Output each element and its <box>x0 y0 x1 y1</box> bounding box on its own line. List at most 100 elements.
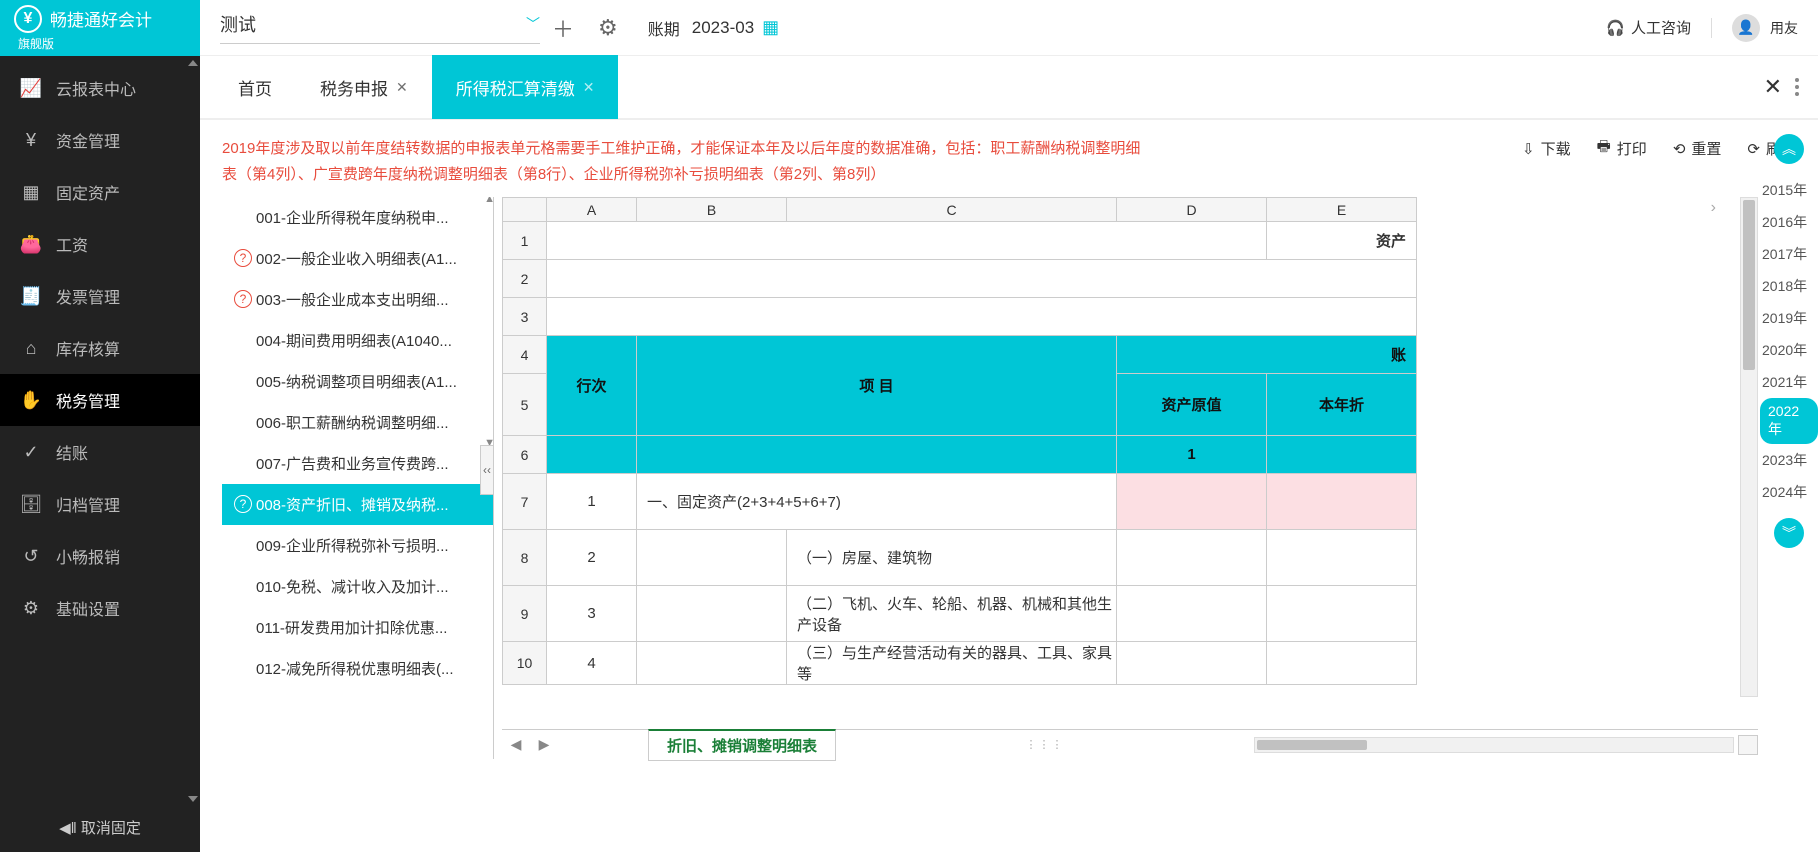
nav-item-stock[interactable]: ⌂库存核算 <box>0 322 200 374</box>
col-head[interactable]: E <box>1267 198 1417 222</box>
row-head[interactable]: 1 <box>503 222 547 260</box>
report-item[interactable]: 002-一般企业收入明细表(A1... <box>222 238 493 279</box>
add-button[interactable]: ＋ <box>552 12 574 44</box>
year-item[interactable]: 2024年 <box>1760 476 1818 508</box>
row-head[interactable]: 7 <box>503 474 547 530</box>
tab[interactable]: 税务申报✕ <box>296 55 432 119</box>
year-item[interactable]: 2021年 <box>1760 366 1818 398</box>
year-item[interactable]: 2023年 <box>1760 444 1818 476</box>
report-item[interactable]: 011-研发费用加计扣除优惠... <box>222 607 493 648</box>
report-item[interactable]: 004-期间费用明细表(A1040... <box>222 320 493 361</box>
cell[interactable] <box>1117 530 1267 586</box>
cell[interactable] <box>1267 530 1417 586</box>
invoice-icon: 🧾 <box>20 285 42 307</box>
org-selector[interactable]: 测试 ﹀ <box>220 11 540 44</box>
calendar-icon[interactable]: ▦ <box>762 17 779 38</box>
tab-close-icon[interactable]: ✕ <box>583 79 595 96</box>
expand-sheet-button[interactable]: › <box>1711 199 1716 217</box>
year-down-button[interactable]: ︾ <box>1774 518 1804 548</box>
row-head[interactable]: 10 <box>503 642 547 685</box>
nav-item-coin[interactable]: ¥资金管理 <box>0 114 200 166</box>
settings-button[interactable]: ⚙ <box>598 15 618 41</box>
tab-close-icon[interactable]: ✕ <box>396 79 408 96</box>
nav-item-tax[interactable]: ✋税务管理 <box>0 374 200 426</box>
row-head[interactable]: 8 <box>503 530 547 586</box>
year-item[interactable]: 2019年 <box>1760 302 1818 334</box>
sidebar-scroll-up[interactable] <box>188 60 198 66</box>
year-item[interactable]: 2017年 <box>1760 238 1818 270</box>
cell-item[interactable]: （一）房屋、建筑物 <box>787 530 1117 586</box>
nav-label: 小畅报销 <box>56 544 120 568</box>
col-head[interactable]: B <box>637 198 787 222</box>
col-head[interactable]: A <box>547 198 637 222</box>
more-tabs-icon[interactable] <box>1790 78 1804 96</box>
row-head[interactable]: 3 <box>503 298 547 336</box>
cell[interactable] <box>637 642 787 685</box>
user-menu[interactable]: 👤 用友 <box>1732 14 1798 42</box>
cell[interactable] <box>1117 474 1267 530</box>
download-button[interactable]: ⇩下载 <box>1522 138 1571 159</box>
row-head[interactable]: 6 <box>503 436 547 474</box>
collapse-panel-button[interactable]: ‹‹ <box>480 445 494 495</box>
nav-item-archive[interactable]: 🗄归档管理 <box>0 478 200 530</box>
cell[interactable] <box>637 530 787 586</box>
report-item[interactable]: 006-职工薪酬纳税调整明细... <box>222 402 493 443</box>
sheet-next[interactable]: ▶ <box>530 736 558 753</box>
cell-item[interactable]: （二）飞机、火车、轮船、机器、机械和其他生产设备 <box>787 586 1117 642</box>
col-head[interactable]: D <box>1117 198 1267 222</box>
report-item[interactable]: 007-广告费和业务宣传费跨... <box>222 443 493 484</box>
cell-line[interactable]: 3 <box>547 586 637 642</box>
settings-icon: ⚙ <box>20 597 42 619</box>
report-item[interactable]: 001-企业所得税年度纳税申... <box>222 197 493 238</box>
close-all-tabs[interactable]: ✕ <box>1764 74 1782 100</box>
report-item[interactable]: 010-免税、减计收入及加计... <box>222 566 493 607</box>
row-head[interactable]: 4 <box>503 336 547 374</box>
reset-button[interactable]: ⟲重置 <box>1673 138 1722 159</box>
cell-line[interactable]: 1 <box>547 474 637 530</box>
tab[interactable]: 所得税汇算清缴✕ <box>432 55 619 119</box>
year-item[interactable]: 2020年 <box>1760 334 1818 366</box>
cell[interactable] <box>1117 642 1267 685</box>
cell[interactable] <box>1267 642 1417 685</box>
report-item[interactable]: 012-减免所得税优惠明细表(... <box>222 648 493 689</box>
cell[interactable] <box>1117 586 1267 642</box>
year-item[interactable]: 2015年 <box>1760 174 1818 206</box>
nav-item-close[interactable]: ✓结账 <box>0 426 200 478</box>
report-item[interactable]: 005-纳税调整项目明细表(A1... <box>222 361 493 402</box>
cell-line[interactable]: 4 <box>547 642 637 685</box>
print-button[interactable]: 🖶打印 <box>1597 136 1647 161</box>
nav-item-invoice[interactable]: 🧾发票管理 <box>0 270 200 322</box>
year-up-button[interactable]: ︽ <box>1774 134 1804 164</box>
report-item[interactable]: 009-企业所得税弥补亏损明... <box>222 525 493 566</box>
sheet-tab[interactable]: 折旧、摊销调整明细表 <box>648 729 836 761</box>
year-item[interactable]: 2022年 <box>1760 398 1818 444</box>
unfix-button[interactable]: ◀‖ 取消固定 <box>0 817 200 838</box>
year-item[interactable]: 2016年 <box>1760 206 1818 238</box>
report-item[interactable]: 003-一般企业成本支出明细... <box>222 279 493 320</box>
year-item[interactable]: 2018年 <box>1760 270 1818 302</box>
col-head[interactable]: C <box>787 198 1117 222</box>
vertical-scrollbar[interactable] <box>1740 197 1758 697</box>
consult-button[interactable]: 🎧 人工咨询 <box>1606 17 1691 38</box>
report-item[interactable]: 008-资产折旧、摊销及纳税... <box>222 484 493 525</box>
row-head[interactable]: 2 <box>503 260 547 298</box>
cell-line[interactable]: 2 <box>547 530 637 586</box>
avatar-icon: 👤 <box>1732 14 1760 42</box>
nav-item-wage[interactable]: 👛工资 <box>0 218 200 270</box>
sheet-prev[interactable]: ◀ <box>502 736 530 753</box>
sidebar-scroll-down[interactable] <box>188 796 198 802</box>
drag-handle-icon[interactable]: ⋮⋮⋮ <box>1026 738 1065 751</box>
nav-item-settings[interactable]: ⚙基础设置 <box>0 582 200 634</box>
cell-item[interactable]: （三）与生产经营活动有关的器具、工具、家具等 <box>787 642 1117 685</box>
cell[interactable] <box>1267 474 1417 530</box>
cell[interactable] <box>1267 586 1417 642</box>
horizontal-scrollbar[interactable] <box>1254 737 1734 753</box>
row-head[interactable]: 5 <box>503 374 547 436</box>
nav-item-asset[interactable]: ▦固定资产 <box>0 166 200 218</box>
nav-item-chart[interactable]: 📈云报表中心 <box>0 62 200 114</box>
cell[interactable] <box>637 586 787 642</box>
cell-item[interactable]: 一、固定资产(2+3+4+5+6+7) <box>637 474 1117 530</box>
nav-item-expense[interactable]: ↺小畅报销 <box>0 530 200 582</box>
tab[interactable]: 首页 <box>214 55 296 119</box>
row-head[interactable]: 9 <box>503 586 547 642</box>
